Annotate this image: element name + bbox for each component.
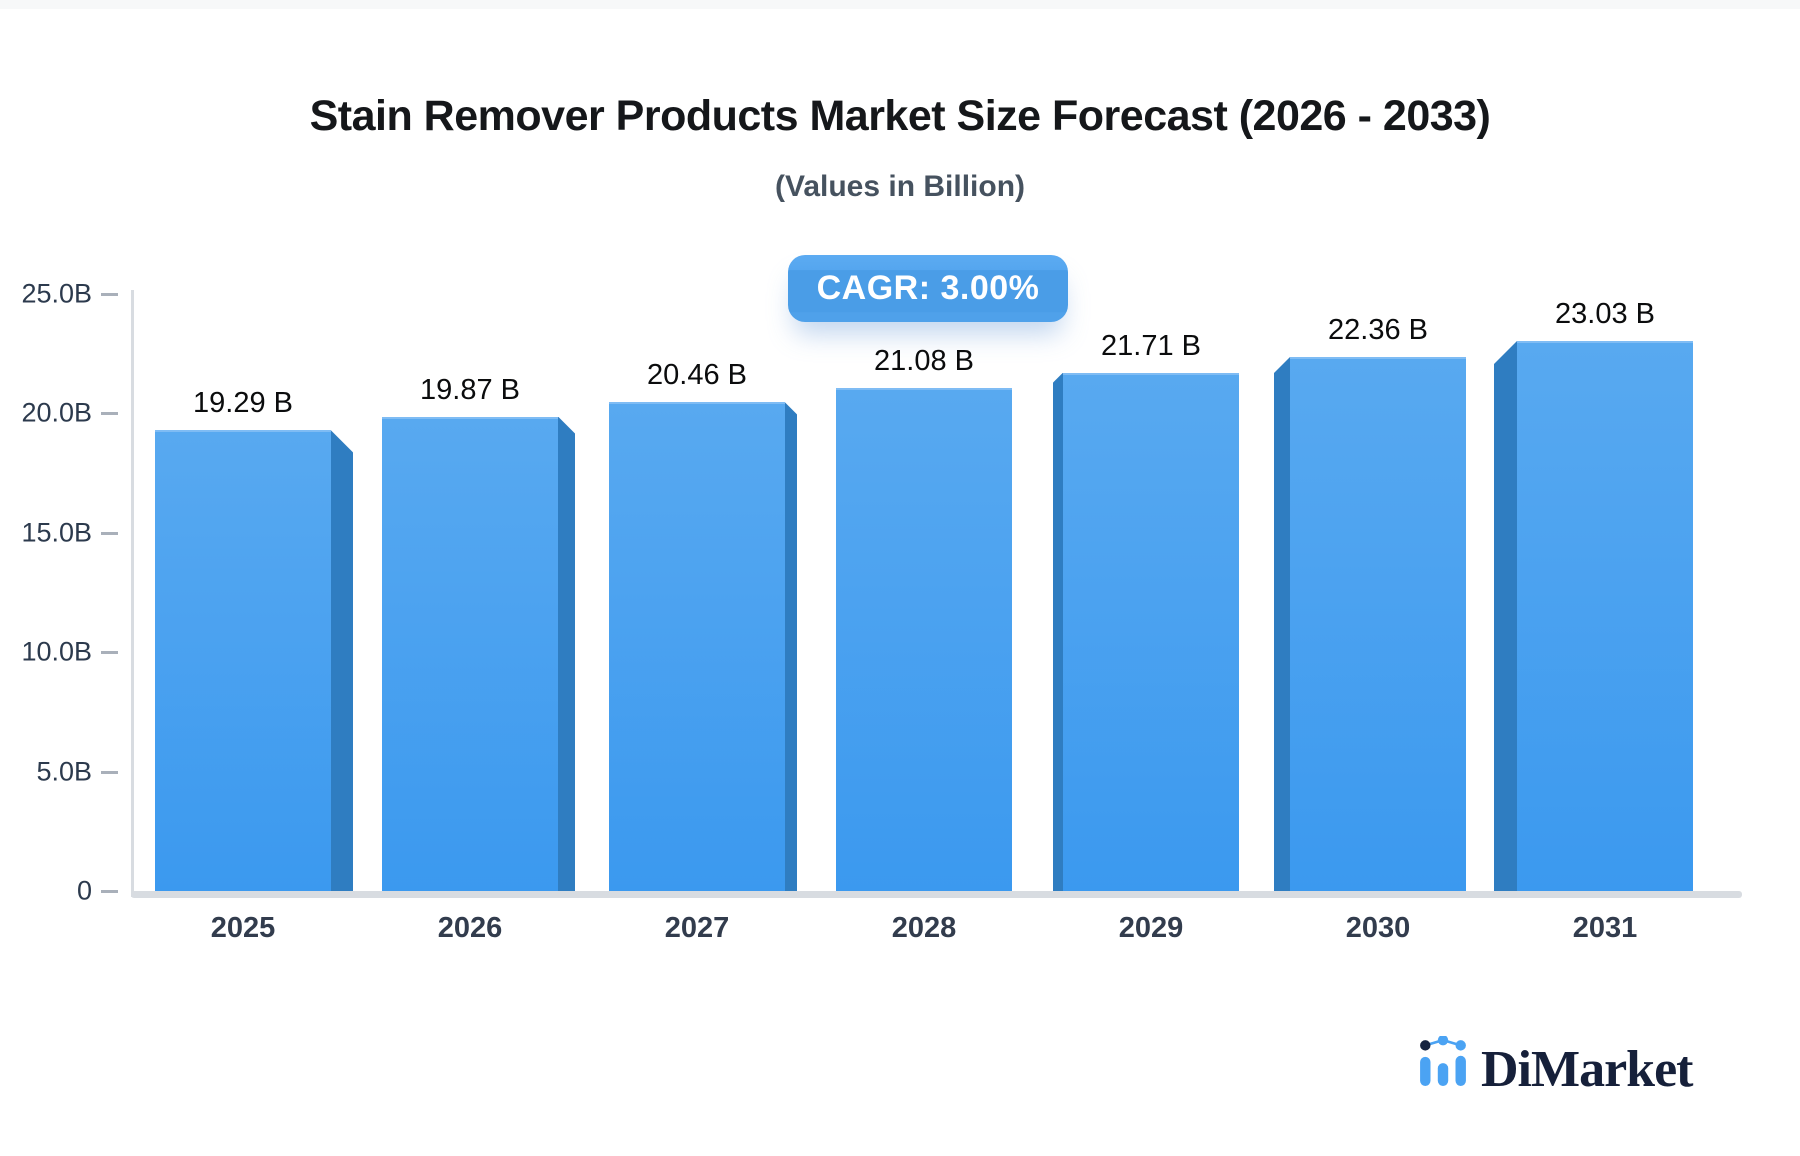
x-axis-label-2025: 2025	[210, 912, 276, 944]
x-axis-label-2029: 2029	[1118, 912, 1184, 944]
chart-subtitle: (Values in Billion)	[774, 170, 1026, 203]
bar-2029[interactable]	[1063, 372, 1239, 891]
bar-3d-side-2030	[1274, 357, 1290, 891]
bar-3d-side-2025	[331, 430, 353, 891]
x-axis-label-2026: 2026	[437, 912, 503, 944]
x-axis-baseline	[131, 891, 1742, 898]
y-axis-line	[131, 290, 134, 897]
bar-2030[interactable]	[1290, 357, 1466, 891]
bar-value-label-2029: 21.71 B	[1101, 329, 1201, 362]
bar-3d-side-2031	[1494, 341, 1517, 891]
bar-value-label-2030: 22.36 B	[1328, 314, 1428, 347]
dimarket-logo: DiMarket	[1418, 1034, 1693, 1099]
y-axis-tick-label: 5.0B	[36, 756, 92, 787]
cagr-badge-label: CAGR: 3.00%	[816, 269, 1040, 307]
x-axis-label-2031: 2031	[1572, 912, 1638, 944]
bar-2027[interactable]	[609, 402, 785, 891]
y-axis-tick-label: 10.0B	[21, 636, 92, 667]
bar-value-label-2026: 19.87 B	[420, 373, 520, 406]
y-axis-tick	[101, 890, 118, 893]
bar-value-label-2025: 19.29 B	[193, 387, 293, 420]
bar-3d-side-2029	[1053, 372, 1063, 891]
x-axis-label-2030: 2030	[1345, 912, 1411, 944]
y-axis-tick	[101, 293, 118, 296]
y-axis-tick-label: 25.0B	[21, 278, 92, 309]
x-axis-label-2028: 2028	[891, 912, 957, 944]
bar-value-label-2028: 21.08 B	[874, 344, 974, 377]
bar-2031[interactable]	[1517, 341, 1693, 891]
bar-2025[interactable]	[155, 430, 331, 891]
y-axis-tick	[101, 651, 118, 655]
y-axis-tick	[101, 770, 118, 774]
bar-value-label-2031: 23.03 B	[1555, 298, 1655, 331]
y-axis-tick	[101, 412, 118, 416]
mini-bar-chart-icon	[1418, 1034, 1468, 1091]
y-axis-tick	[101, 531, 118, 535]
bar-3d-side-2026	[558, 416, 575, 891]
bar-2026[interactable]	[382, 416, 558, 891]
bar-value-label-2027: 20.46 B	[647, 359, 747, 392]
y-axis-tick-label: 0	[76, 875, 92, 906]
bar-3d-side-2027	[785, 402, 797, 891]
bar-2028[interactable]	[836, 387, 1012, 891]
y-axis-tick-label: 20.0B	[21, 397, 92, 428]
page-top-border	[0, 0, 1800, 9]
x-axis-label-2027: 2027	[664, 912, 730, 944]
logo-text: DiMarket	[1481, 1041, 1693, 1099]
cagr-badge: CAGR: 3.00%	[788, 255, 1068, 322]
y-axis-tick-label: 15.0B	[21, 517, 92, 548]
chart-title: Stain Remover Products Market Size Forec…	[309, 92, 1491, 140]
